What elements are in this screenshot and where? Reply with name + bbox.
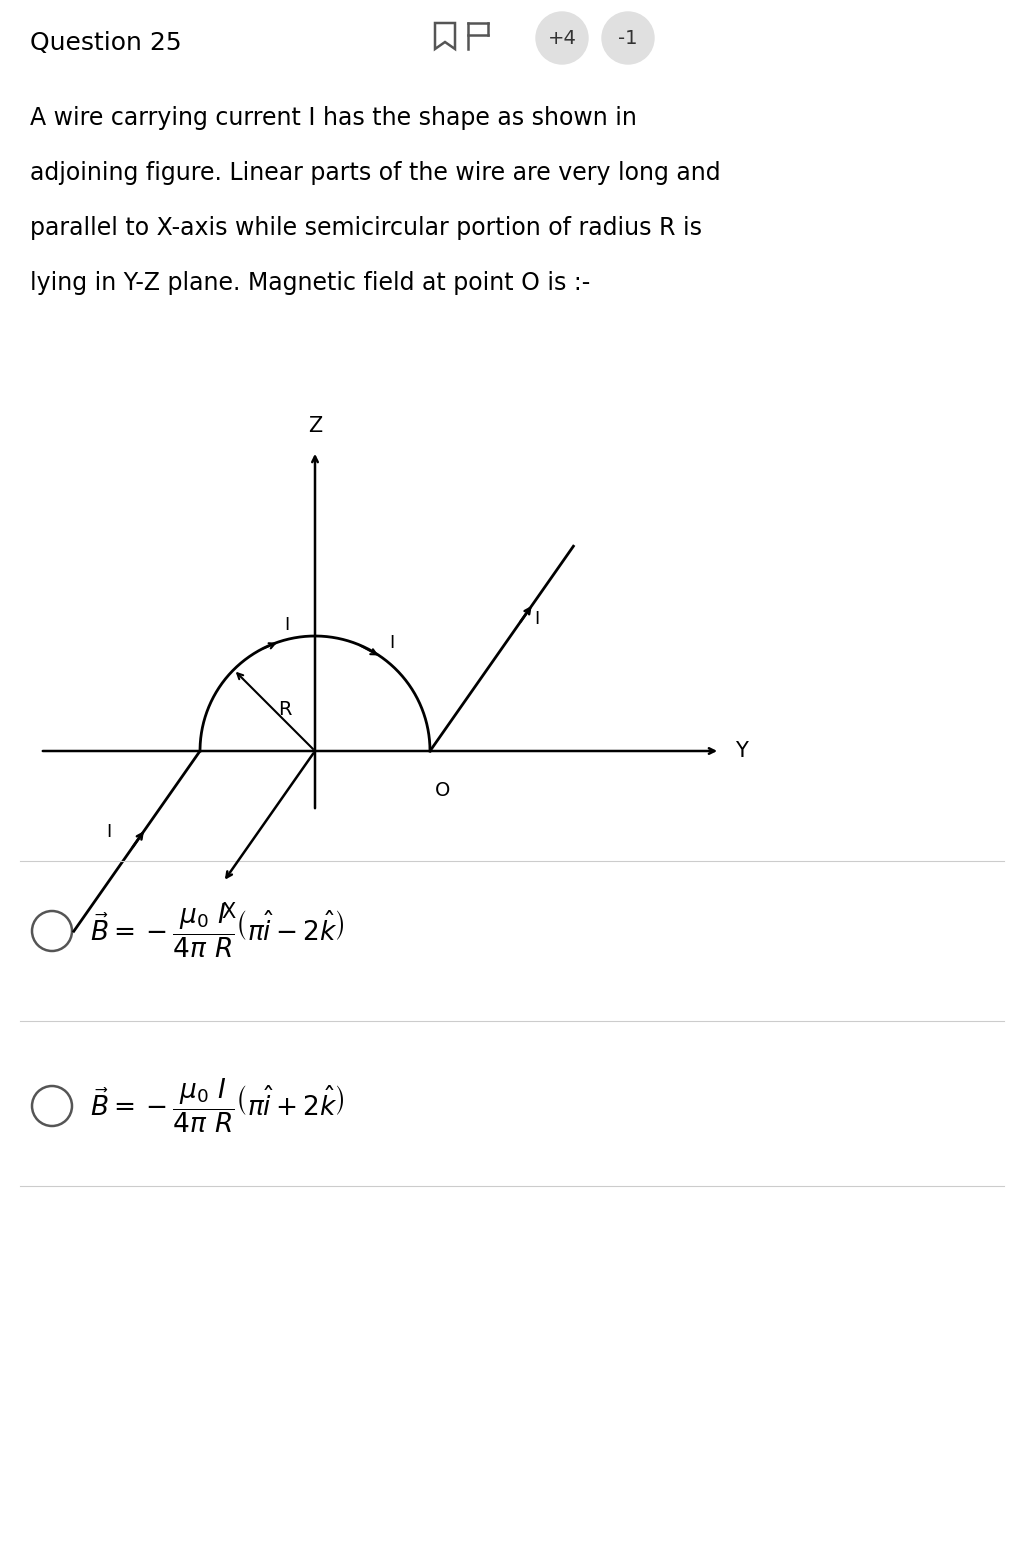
Text: Question 25: Question 25 [30,31,181,55]
Text: O: O [435,781,451,800]
Text: -1: -1 [618,28,638,48]
Text: A wire carrying current I has the shape as shown in: A wire carrying current I has the shape … [30,106,637,129]
Text: $\vec{B} = -\dfrac{\mu_0\ I}{4\pi\ R}\left(\pi\hat{i} + 2\hat{k}\right)$: $\vec{B} = -\dfrac{\mu_0\ I}{4\pi\ R}\le… [90,1077,345,1136]
Circle shape [536,12,588,65]
Circle shape [602,12,654,65]
Text: I: I [389,633,394,652]
Text: R: R [279,700,292,718]
Text: I: I [534,610,540,629]
Text: +4: +4 [548,28,577,48]
Text: Z: Z [308,416,323,436]
Text: parallel to X-axis while semicircular portion of radius R is: parallel to X-axis while semicircular po… [30,216,702,240]
Text: I: I [105,823,112,841]
Text: lying in Y-Z plane. Magnetic field at point O is :-: lying in Y-Z plane. Magnetic field at po… [30,271,590,294]
Text: $\vec{B} = -\dfrac{\mu_0\ I}{4\pi\ R}\left(\pi\hat{i} - 2\hat{k}\right)$: $\vec{B} = -\dfrac{\mu_0\ I}{4\pi\ R}\le… [90,901,345,960]
Text: X: X [221,901,236,922]
Text: adjoining figure. Linear parts of the wire are very long and: adjoining figure. Linear parts of the wi… [30,160,721,185]
Text: Y: Y [735,741,748,761]
Text: I: I [285,615,290,633]
